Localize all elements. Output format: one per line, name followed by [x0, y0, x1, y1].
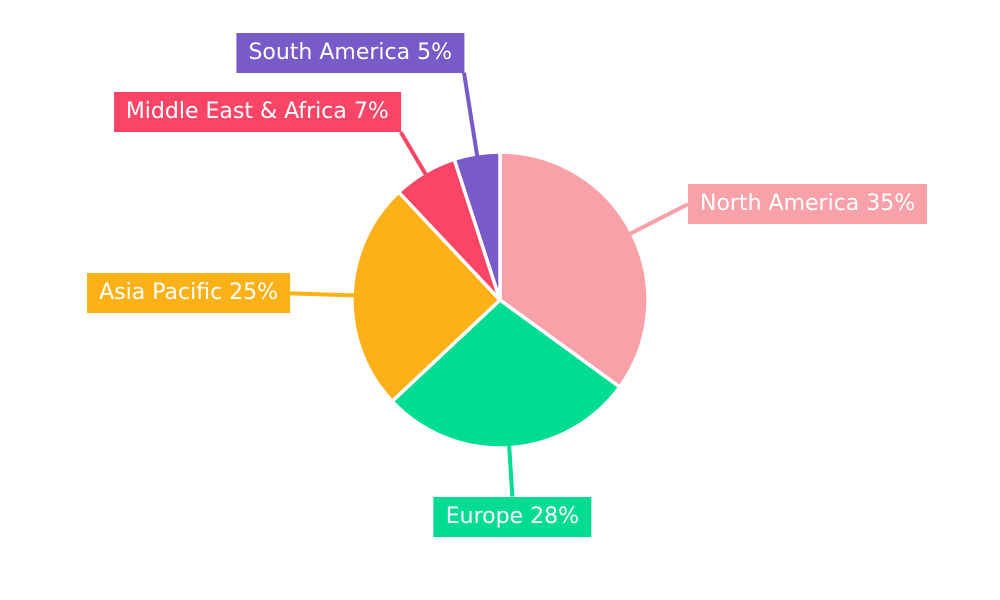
leader-line-south-america: [462, 72, 480, 157]
leader-line-middle-east-africa: [399, 131, 428, 176]
leader-line-asia-pacific: [290, 291, 355, 298]
leader-line-north-america: [629, 202, 689, 236]
leader-line-europe: [507, 445, 515, 497]
